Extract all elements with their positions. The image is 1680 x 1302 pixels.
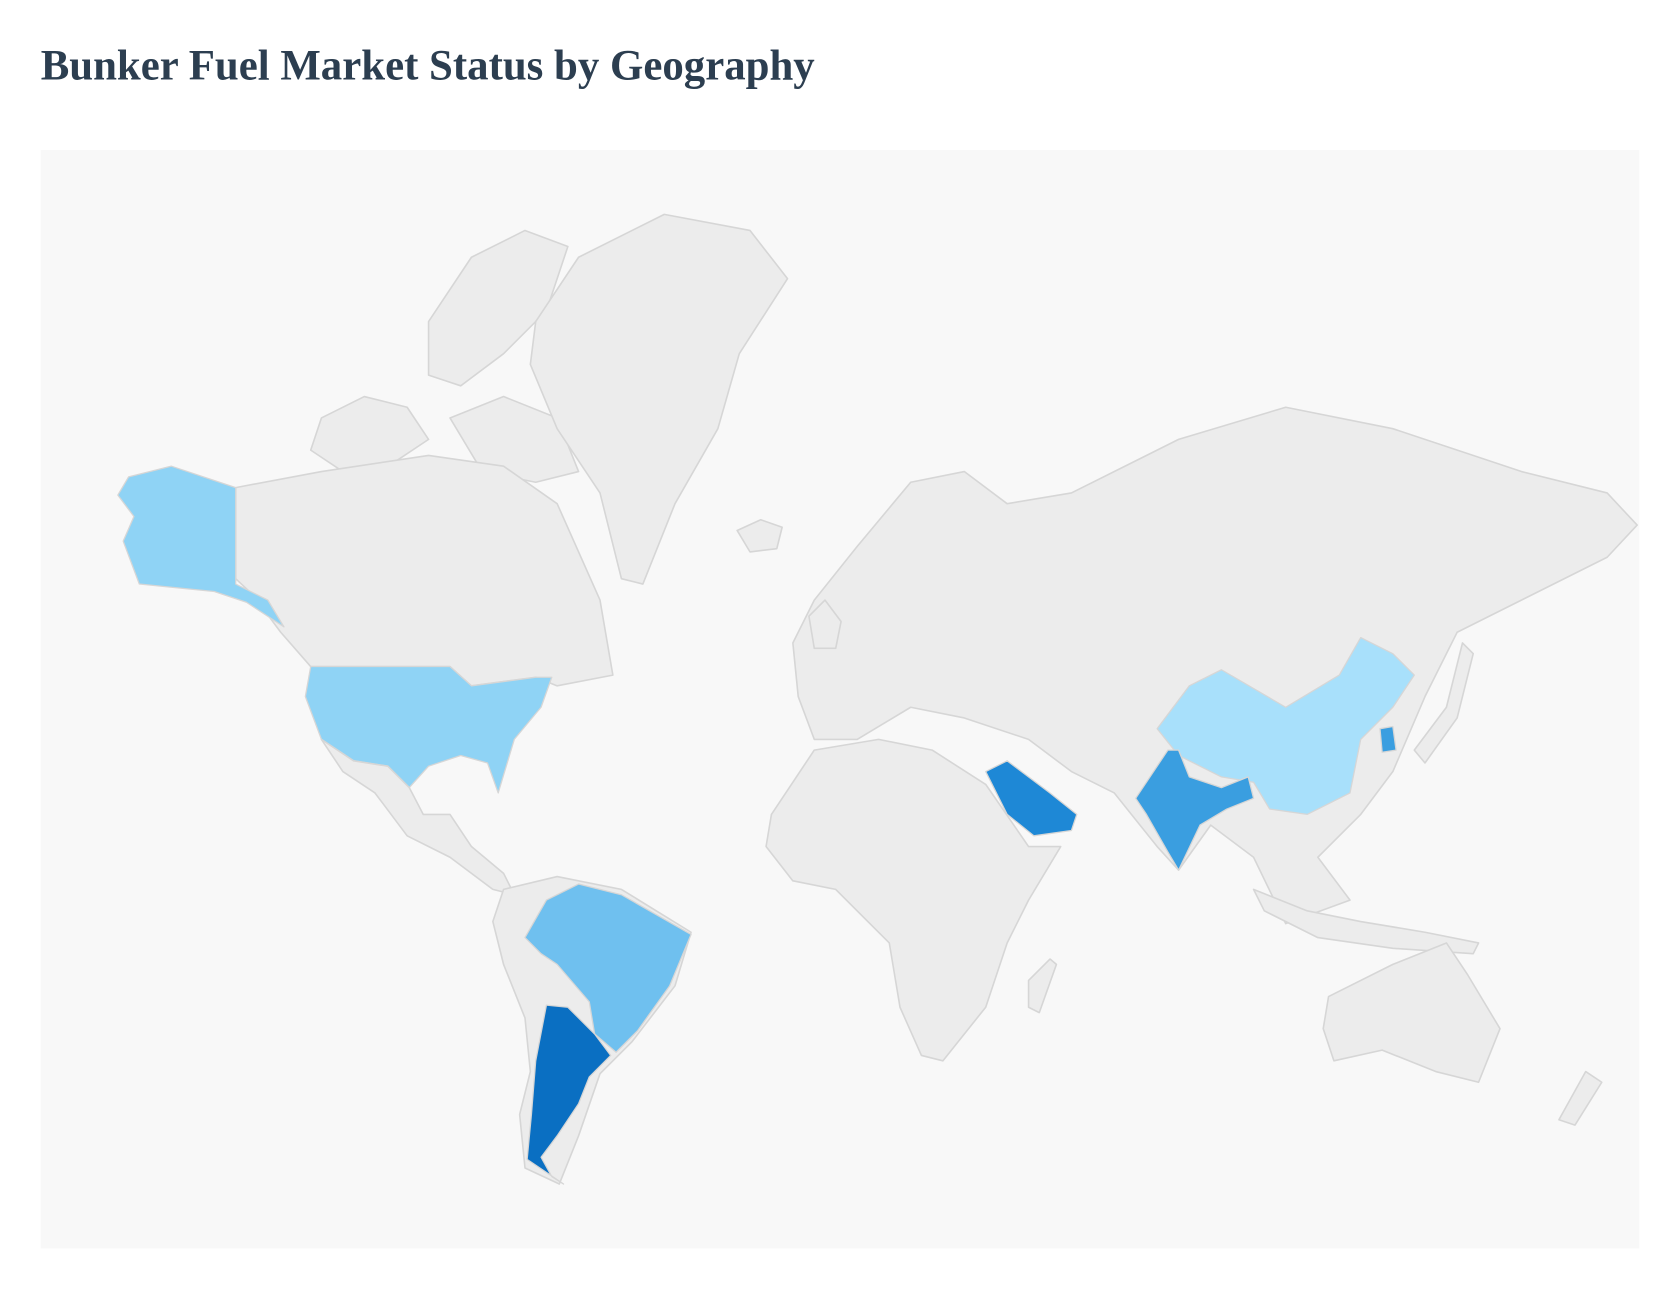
arctic-islands (309, 395, 430, 473)
brazil (524, 883, 692, 1053)
britain (808, 599, 842, 650)
iceland (736, 518, 783, 553)
alaska (117, 465, 285, 628)
south-korea (1379, 725, 1397, 753)
africa (765, 738, 1062, 1062)
japan (1413, 642, 1475, 764)
indonesia (1252, 888, 1480, 955)
india (1135, 749, 1255, 871)
argentina (526, 1004, 612, 1185)
saudi-arabia (985, 760, 1078, 837)
madagascar (1027, 958, 1058, 1014)
page-title: Bunker Fuel Market Status by Geography (41, 42, 815, 89)
central-america (320, 738, 516, 896)
new-zealand (1558, 1070, 1603, 1126)
australia (1322, 942, 1501, 1084)
world-map (117, 213, 1638, 1185)
greenland (529, 213, 789, 585)
eurasia (792, 406, 1638, 925)
